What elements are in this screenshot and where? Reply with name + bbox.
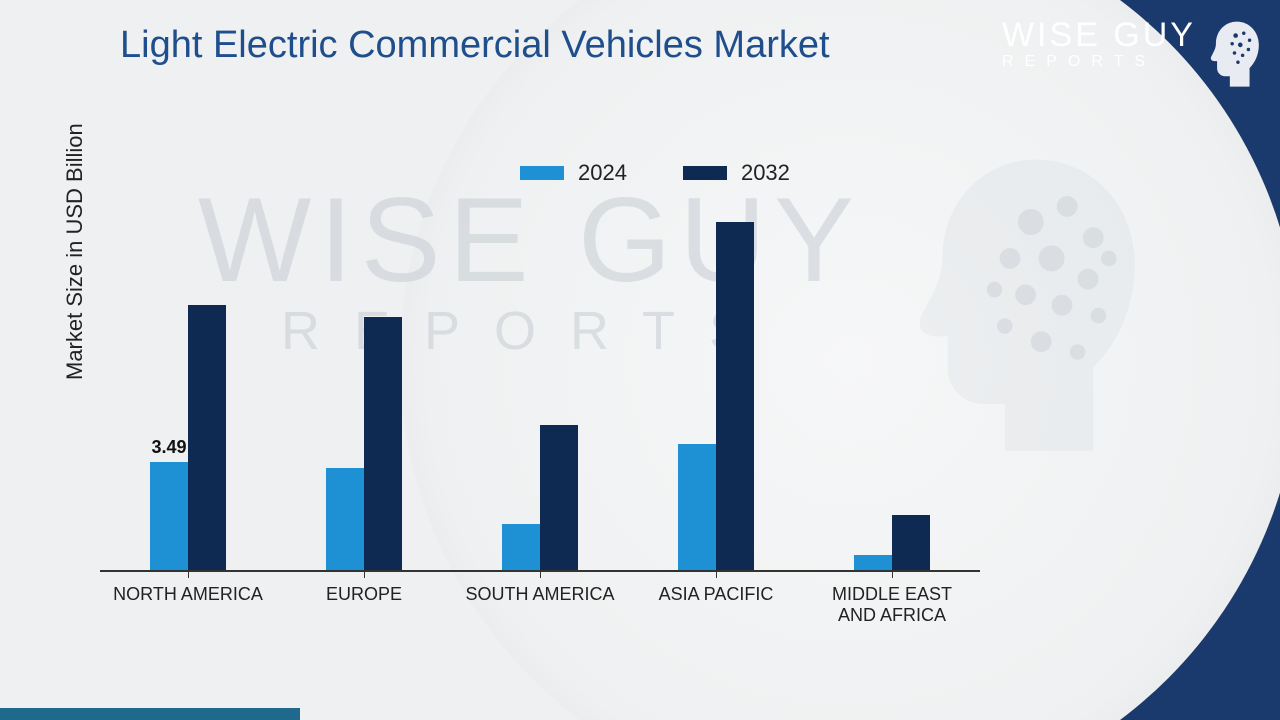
bar xyxy=(364,317,402,570)
bar-group xyxy=(100,200,276,570)
bar xyxy=(540,425,578,570)
logo-head-icon xyxy=(1202,18,1260,88)
legend-item-2024: 2024 xyxy=(520,160,627,186)
x-axis-category-label: MIDDLE EAST AND AFRICA xyxy=(804,578,980,625)
bar-group xyxy=(628,200,804,570)
legend-label-2032: 2032 xyxy=(741,160,790,186)
bar xyxy=(326,468,364,570)
x-axis-labels: NORTH AMERICAEUROPESOUTH AMERICAASIA PAC… xyxy=(100,578,980,625)
bar-value-label: 3.49 xyxy=(151,437,186,458)
plot-area: NORTH AMERICAEUROPESOUTH AMERICAASIA PAC… xyxy=(100,200,980,710)
y-axis-label: Market Size in USD Billion xyxy=(62,123,88,380)
x-axis-category-label: EUROPE xyxy=(276,578,452,625)
bar xyxy=(892,515,930,571)
bar-group xyxy=(452,200,628,570)
bar xyxy=(854,555,892,570)
bar xyxy=(150,462,188,570)
chart-canvas: WISE GUY REPORTS WISE GUY REPORTS xyxy=(0,0,1280,720)
bar-groups xyxy=(100,200,980,570)
legend: 2024 2032 xyxy=(520,160,790,186)
brand-logo: WISE GUY REPORTS xyxy=(1002,18,1260,88)
x-axis-category-label: SOUTH AMERICA xyxy=(452,578,628,625)
bar-group xyxy=(276,200,452,570)
legend-swatch-2024 xyxy=(520,166,564,180)
chart-title: Light Electric Commercial Vehicles Marke… xyxy=(120,24,840,68)
legend-item-2032: 2032 xyxy=(683,160,790,186)
legend-label-2024: 2024 xyxy=(578,160,627,186)
bar xyxy=(188,305,226,570)
bar xyxy=(502,524,540,570)
x-axis-category-label: ASIA PACIFIC xyxy=(628,578,804,625)
bar-group xyxy=(804,200,980,570)
x-axis-category-label: NORTH AMERICA xyxy=(100,578,276,625)
logo-sub-text: REPORTS xyxy=(1002,54,1196,70)
logo-main-text: WISE GUY xyxy=(1002,18,1196,52)
bar xyxy=(678,444,716,570)
bottom-accent-bar xyxy=(0,708,300,720)
legend-swatch-2032 xyxy=(683,166,727,180)
bar xyxy=(716,222,754,570)
